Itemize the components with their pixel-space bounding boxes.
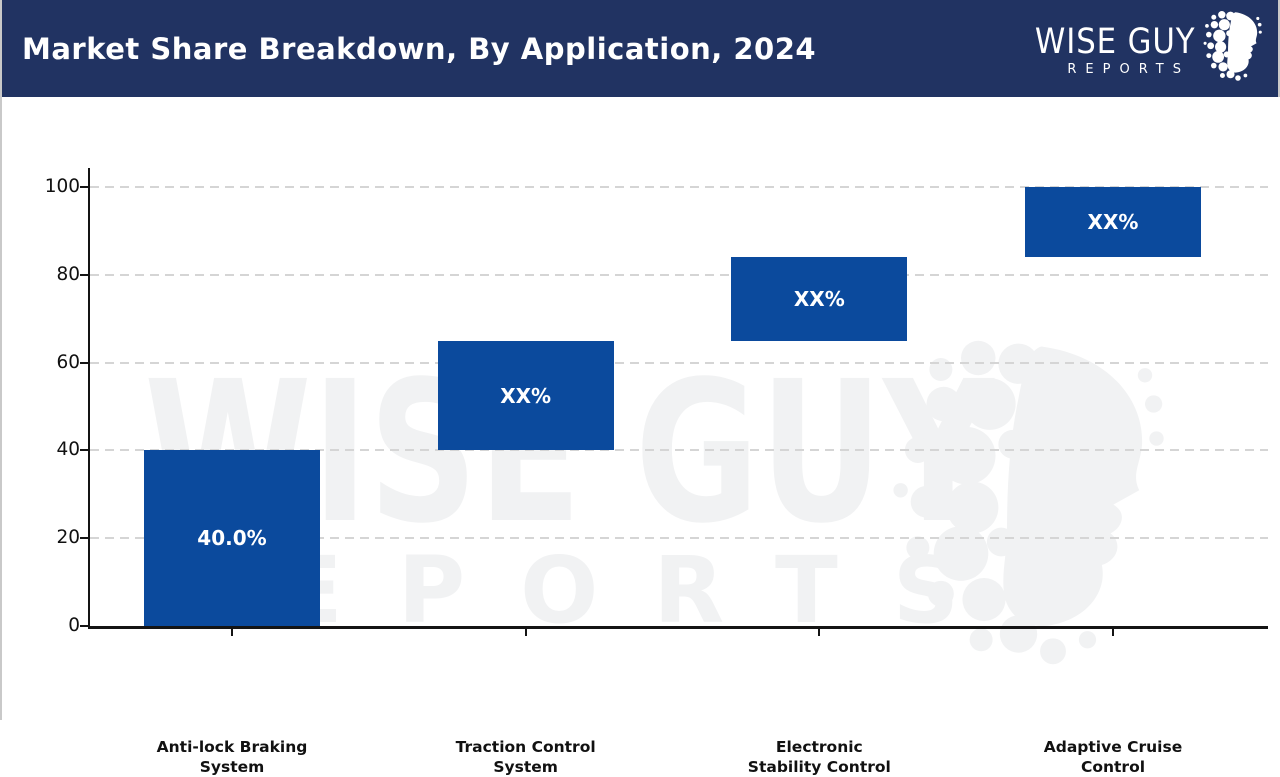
y-tick-label-0: 0 [68, 615, 80, 636]
y-tick-mark-80 [80, 273, 90, 276]
y-tick-mark-40 [80, 449, 90, 452]
bar-value-label: XX% [793, 286, 845, 311]
wise-guy-head-icon [1203, 11, 1262, 81]
y-tick-label-80: 80 [56, 263, 80, 285]
x-tick-mark-2 [524, 628, 527, 636]
logo-wordmark: WISE GUY [1035, 22, 1196, 62]
header-band: Market Share Breakdown, By Application, … [2, 0, 1278, 97]
y-tick-label-100: 100 [44, 176, 80, 197]
gridline-y-20 [90, 537, 1268, 540]
gridline-y-40 [90, 449, 1268, 452]
bar-value-label: XX% [1087, 210, 1139, 235]
y-axis-line [88, 168, 90, 628]
page-title: Market Share Breakdown, By Application, … [22, 31, 817, 66]
y-tick-label-40: 40 [56, 439, 80, 461]
bar-adaptive-cruise-control: XX% [1025, 187, 1201, 258]
y-tick-label-20: 20 [56, 527, 80, 549]
x-category-label-traction-control-system: Traction Control System [455, 738, 596, 776]
bar-electronic-stability-control: XX% [731, 257, 908, 341]
bar-value-label: XX% [500, 383, 552, 408]
x-category-label-electronic-stability-control: Electronic Stability Control [747, 738, 891, 776]
x-category-label-adaptive-cruise-control: Adaptive Cruise Control [1043, 738, 1183, 776]
bar-value-label: 40.0% [197, 526, 267, 551]
x-category-label-anti-lock-braking-system: Anti-lock Braking System [156, 738, 308, 776]
x-tick-mark-1 [231, 628, 233, 636]
wise-guy-logo: WISE GUY REPORTS [1024, 6, 1264, 92]
gridline-y-80 [90, 273, 1268, 276]
bar-traction-control-system: XX% [437, 340, 614, 451]
x-tick-mark-3 [818, 628, 821, 636]
chart-area: WISE GUY REPORTS 0 20 40 60 80 100 40.0% Anti-l… [2, 97, 1280, 776]
x-axis-line [88, 626, 1268, 629]
gridline-y-60 [90, 361, 1268, 364]
y-tick-mark-100 [80, 186, 90, 188]
gridline-y-100 [90, 186, 1268, 188]
y-tick-mark-20 [80, 537, 90, 540]
x-tick-mark-4 [1112, 628, 1114, 636]
y-tick-mark-0 [80, 625, 90, 627]
y-tick-label-60: 60 [56, 351, 80, 373]
logo-subtext: REPORTS [1067, 62, 1190, 77]
bar-anti-lock-braking-system: 40.0% [144, 450, 320, 626]
y-tick-mark-60 [80, 361, 90, 364]
